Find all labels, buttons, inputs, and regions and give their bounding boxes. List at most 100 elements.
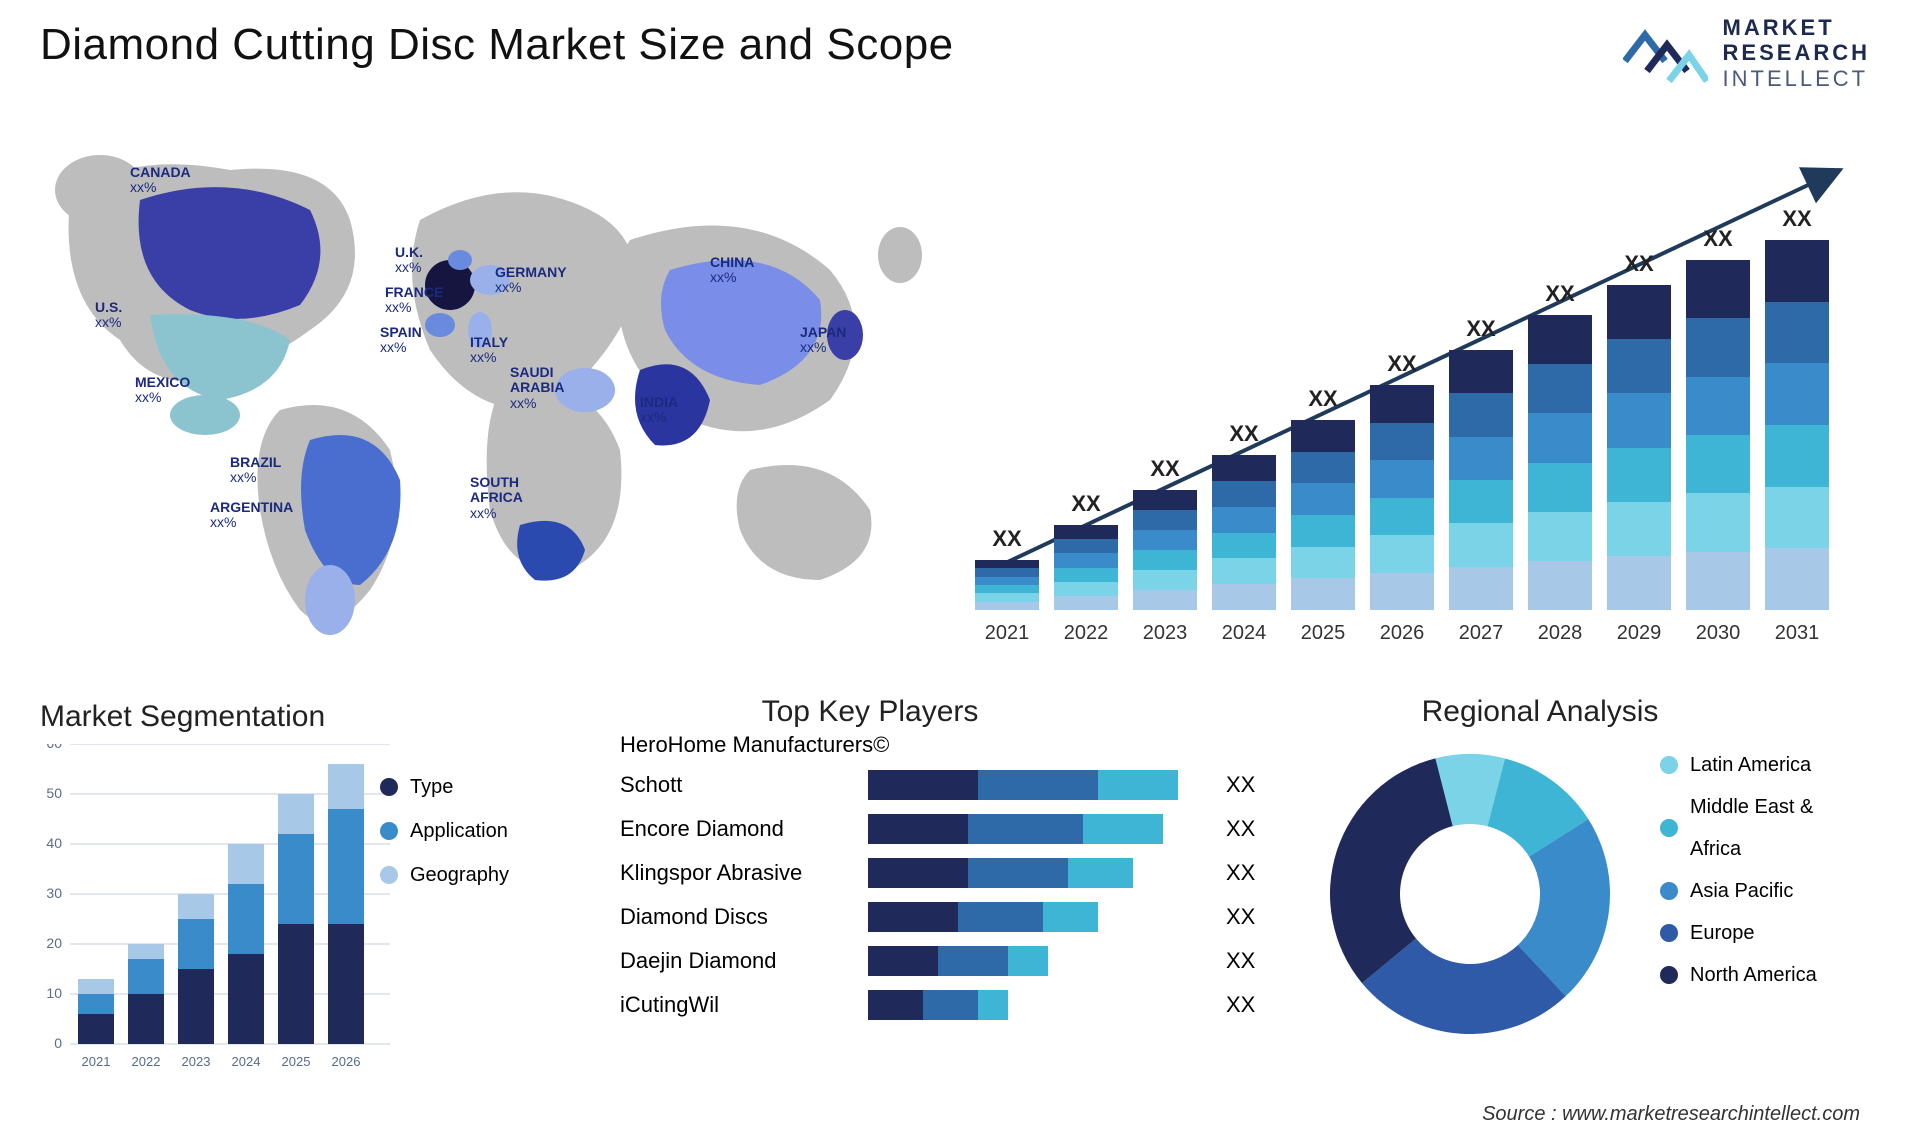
growth-bar-value: XX <box>1286 386 1360 412</box>
player-value: XX <box>1226 772 1276 798</box>
player-value: XX <box>1226 904 1276 930</box>
growth-bar-year: 2024 <box>1207 622 1281 645</box>
map-label: JAPANxx% <box>800 325 846 356</box>
player-name: Schott <box>620 772 850 798</box>
legend-item: Asia Pacific <box>1660 870 1817 912</box>
growth-bar <box>1449 350 1513 610</box>
map-label: BRAZILxx% <box>230 455 281 486</box>
player-bar <box>868 814 1208 844</box>
svg-text:10: 10 <box>46 985 62 1001</box>
growth-bar-year: 2031 <box>1760 622 1834 645</box>
seg-bar-year: 2026 <box>322 1054 370 1069</box>
growth-bar <box>1528 315 1592 610</box>
map-label: FRANCExx% <box>385 285 443 316</box>
logo-text: MARKET RESEARCH INTELLECT <box>1723 15 1870 91</box>
player-row: Daejin Diamond XX <box>620 939 1280 983</box>
player-name: iCutingWil <box>620 992 850 1018</box>
regional-donut-chart <box>1320 744 1620 1044</box>
seg-bar-year: 2024 <box>222 1054 270 1069</box>
growth-bar-value: XX <box>1602 251 1676 277</box>
player-value: XX <box>1226 948 1276 974</box>
player-row: iCutingWil XX <box>620 983 1280 1027</box>
growth-bar-value: XX <box>1760 206 1834 232</box>
player-bar <box>868 902 1208 932</box>
svg-text:0: 0 <box>54 1035 62 1051</box>
growth-bar <box>1212 455 1276 610</box>
player-bar <box>868 770 1208 800</box>
player-name: Diamond Discs <box>620 904 850 930</box>
player-row: Diamond Discs XX <box>620 895 1280 939</box>
seg-bar-year: 2022 <box>122 1054 170 1069</box>
growth-bar-year: 2022 <box>1049 622 1123 645</box>
segmentation-legend: TypeApplicationGeography <box>380 765 509 897</box>
growth-bar <box>1370 385 1434 610</box>
legend-item: North America <box>1660 954 1817 996</box>
seg-bar <box>278 794 314 1044</box>
growth-bar-year: 2023 <box>1128 622 1202 645</box>
player-bar <box>868 946 1208 976</box>
seg-bar <box>128 944 164 1044</box>
player-row: Klingspor Abrasive XX <box>620 851 1280 895</box>
map-label: SAUDIARABIAxx% <box>510 365 564 411</box>
growth-bar-value: XX <box>1444 316 1518 342</box>
growth-bar-year: 2021 <box>970 622 1044 645</box>
map-label: ITALYxx% <box>470 335 508 366</box>
growth-bar-value: XX <box>970 526 1044 552</box>
svg-text:50: 50 <box>46 785 62 801</box>
growth-bar <box>1607 285 1671 610</box>
player-name: Encore Diamond <box>620 816 850 842</box>
legend-item: Application <box>380 809 509 853</box>
segmentation-title: Market Segmentation <box>40 700 580 734</box>
growth-bar-year: 2029 <box>1602 622 1676 645</box>
player-name: Daejin Diamond <box>620 948 850 974</box>
growth-bar <box>975 560 1039 610</box>
growth-bar <box>1054 525 1118 610</box>
map-label: GERMANYxx% <box>495 265 567 296</box>
seg-bar <box>328 764 364 1044</box>
player-row: Schott XX <box>620 763 1280 807</box>
svg-text:60: 60 <box>46 744 62 751</box>
brand-logo: MARKET RESEARCH INTELLECT <box>1623 15 1870 91</box>
growth-bar-year: 2028 <box>1523 622 1597 645</box>
players-section: Top Key Players HeroHome Manufacturers© … <box>620 695 1280 1027</box>
growth-bar-value: XX <box>1681 226 1755 252</box>
players-chart: SchottXXEncore DiamondXXKlingspor Abrasi… <box>620 763 1280 1027</box>
seg-bar-year: 2023 <box>172 1054 220 1069</box>
legend-item: Middle East &Africa <box>1660 786 1817 870</box>
growth-bar <box>1133 490 1197 610</box>
map-label: INDIAxx% <box>640 395 678 426</box>
player-bar <box>868 990 1208 1020</box>
map-label: ARGENTINAxx% <box>210 500 293 531</box>
segmentation-chart: 0102030405060 202120222023202420252026 <box>40 744 390 1074</box>
seg-bar <box>78 979 114 1044</box>
regional-section: Regional Analysis Latin AmericaMiddle Ea… <box>1320 695 1890 1044</box>
growth-bar <box>1686 260 1750 610</box>
seg-bar-year: 2025 <box>272 1054 320 1069</box>
svg-text:30: 30 <box>46 885 62 901</box>
player-row: Encore Diamond XX <box>620 807 1280 851</box>
growth-bar-value: XX <box>1523 281 1597 307</box>
player-value: XX <box>1226 860 1276 886</box>
growth-bar-value: XX <box>1207 421 1281 447</box>
donut-slice <box>1330 758 1453 983</box>
legend-item: Europe <box>1660 912 1817 954</box>
growth-bar-year: 2025 <box>1286 622 1360 645</box>
growth-chart: 2021XX2022XX2023XX2024XX2025XX2026XX2027… <box>960 150 1860 650</box>
map-label: SPAINxx% <box>380 325 422 356</box>
player-value: XX <box>1226 992 1276 1018</box>
growth-bar-year: 2027 <box>1444 622 1518 645</box>
seg-bar <box>178 894 214 1044</box>
growth-bar-value: XX <box>1128 456 1202 482</box>
svg-text:20: 20 <box>46 935 62 951</box>
map-label: MEXICOxx% <box>135 375 190 406</box>
players-title: Top Key Players <box>620 695 1120 729</box>
regional-title: Regional Analysis <box>1340 695 1740 729</box>
growth-bar <box>1291 420 1355 610</box>
player-value: XX <box>1226 816 1276 842</box>
growth-bar-value: XX <box>1365 351 1439 377</box>
map-label: SOUTHAFRICAxx% <box>470 475 523 521</box>
legend-item: Type <box>380 765 509 809</box>
world-map: CANADAxx%U.S.xx%MEXICOxx%BRAZILxx%ARGENT… <box>30 130 930 670</box>
page-title: Diamond Cutting Disc Market Size and Sco… <box>40 20 954 70</box>
player-name: Klingspor Abrasive <box>620 860 850 886</box>
